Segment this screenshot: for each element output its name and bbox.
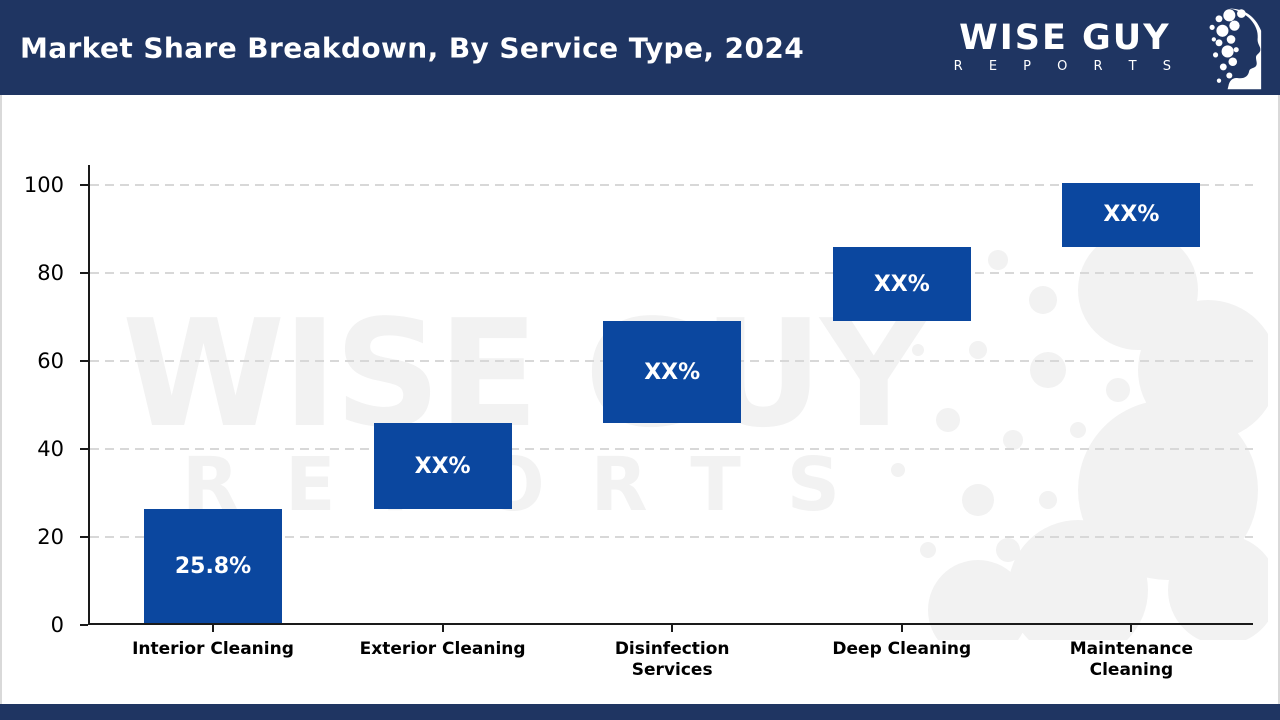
bar-value-label: 25.8%: [174, 553, 252, 579]
wiseguy-logo: WISE GUY R E P O R T S: [948, 5, 1262, 91]
x-tick-0: [212, 623, 214, 632]
logo-text: WISE GUY R E P O R T S: [948, 18, 1182, 75]
gridline-y100: [90, 183, 1253, 186]
header-bar: Market Share Breakdown, By Service Type,…: [0, 0, 1280, 95]
x-tick-3: [900, 623, 903, 632]
x-category-label-0: Interior Cleaning: [132, 639, 294, 659]
x-category-label-2: Disinfection Services: [614, 639, 730, 681]
y-tick-100: [80, 183, 88, 186]
x-category-label-4: Maintenance Cleaning: [1069, 639, 1194, 681]
bar-value-label: XX%: [1103, 202, 1160, 228]
bar-value-label: XX%: [414, 453, 471, 479]
page-border-left: [0, 95, 2, 704]
bar-deep-cleaning: XX%: [832, 246, 971, 322]
logo-brand-subtitle: R E P O R T S: [953, 59, 1182, 74]
x-category-label-1: Exterior Cleaning: [359, 639, 526, 659]
bar-maintenance-cleaning: XX%: [1062, 182, 1201, 247]
x-category-label-3: Deep Cleaning: [832, 639, 972, 659]
y-tick-label-80: 80: [37, 260, 64, 285]
gridline-y40: [90, 447, 1253, 450]
y-tick-label-60: 60: [37, 348, 64, 373]
y-tick-60: [80, 359, 88, 362]
bar-disinfection-services: XX%: [603, 321, 742, 423]
footer-bar: [0, 704, 1280, 720]
y-tick-label-20: 20: [37, 524, 64, 549]
logo-head-icon: [1209, 7, 1262, 89]
logo-brand-name: WISE GUY: [959, 18, 1171, 58]
y-tick-label-0: 0: [50, 613, 64, 637]
x-tick-2: [671, 623, 674, 632]
x-tick-4: [1130, 623, 1133, 632]
x-tick-1: [441, 623, 444, 632]
page-title: Market Share Breakdown, By Service Type,…: [20, 31, 805, 64]
bar-interior-cleaning: 25.8%: [144, 509, 282, 623]
y-tick-40: [80, 447, 88, 450]
y-tick-label-40: 40: [37, 436, 64, 461]
bar-exterior-cleaning: XX%: [373, 422, 512, 510]
y-tick-20: [80, 535, 88, 538]
y-tick-0: [80, 624, 88, 626]
bar-value-label: XX%: [873, 271, 930, 297]
gridline-y20: [90, 535, 1253, 538]
y-tick-label-100: 100: [23, 172, 64, 197]
bar-value-label: XX%: [644, 359, 701, 385]
page-border-right: [1278, 95, 1280, 704]
gridline-y80: [90, 271, 1253, 274]
y-axis-labels: 0 20 40 60 80 100: [0, 165, 78, 637]
y-tick-80: [80, 271, 88, 274]
chart-plot-area: 25.8% XX% XX% XX% XX% Interior Cleaning Exteri…: [80, 165, 1253, 680]
